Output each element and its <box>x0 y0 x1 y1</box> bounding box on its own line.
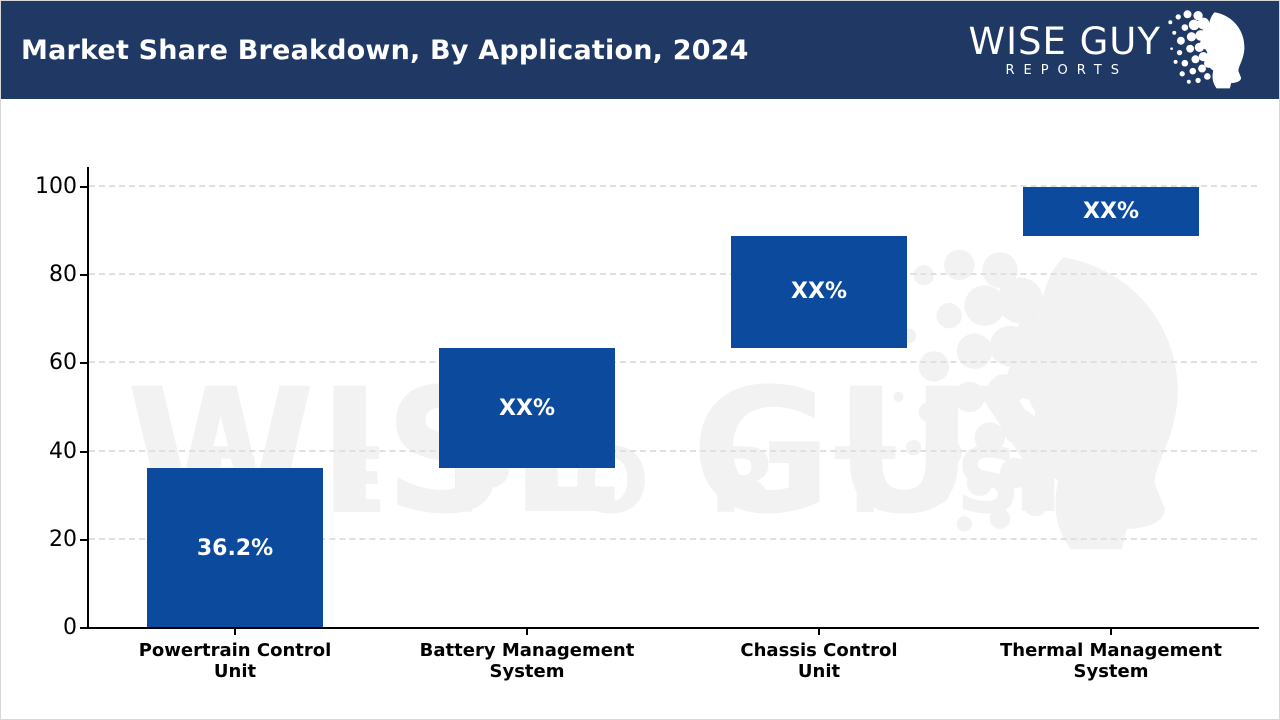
y-axis-line <box>87 167 89 627</box>
xtick-label-chassis-control-unit: Chassis Control Unit <box>740 640 898 682</box>
xtick-mark-battery-management-system <box>526 629 528 635</box>
header-bar: Market Share Breakdown, By Application, … <box>1 1 1279 99</box>
gridline-y20 <box>89 537 1257 540</box>
xtick-label-battery-management-system: Battery Management System <box>419 640 635 682</box>
bar-battery-management-system: XX% <box>439 347 615 469</box>
ytick-label-100: 100 <box>35 174 77 199</box>
ytick-label-40: 40 <box>49 438 77 464</box>
ytick-mark-80 <box>80 274 89 277</box>
ytick-label-20: 20 <box>49 526 77 552</box>
xtick-mark-thermal-management-system <box>1110 629 1112 635</box>
chart-area: WISE GUY REPORTS 36.2% XX% XX% XX% 0 20 40 60 8… <box>1 99 1279 719</box>
ytick-label-60: 60 <box>49 350 77 376</box>
gridline-y60 <box>89 361 1257 364</box>
ytick-label-80: 80 <box>49 262 77 288</box>
plot-area: 36.2% XX% XX% XX% <box>89 185 1257 628</box>
xtick-label-powertrain-control-unit: Powertrain Control Unit <box>138 640 332 682</box>
bar-value-label: XX% <box>791 279 847 305</box>
gridline-y80 <box>89 273 1257 276</box>
gridline-y100 <box>89 185 1257 187</box>
bar-chassis-control-unit: XX% <box>731 235 907 348</box>
bar-powertrain-control-unit: 36.2% <box>147 468 323 628</box>
bar-value-label: 36.2% <box>196 535 274 561</box>
ytick-mark-60 <box>80 362 89 365</box>
xtick-label-thermal-management-system: Thermal Management System <box>999 640 1222 682</box>
logo-subtitle: REPORTS <box>1005 63 1129 78</box>
bar-value-label: XX% <box>1083 198 1139 224</box>
x-axis-line <box>87 627 1259 629</box>
ytick-mark-0 <box>80 627 89 629</box>
ytick-mark-100 <box>80 186 89 188</box>
logo-wordmark: WISE GUY <box>968 20 1161 63</box>
gridline-y40 <box>89 449 1257 452</box>
bar-thermal-management-system: XX% <box>1023 187 1199 236</box>
page-title: Market Share Breakdown, By Application, … <box>21 34 749 66</box>
wiseguy-face-icon <box>1165 8 1251 92</box>
ytick-mark-20 <box>80 538 89 541</box>
ytick-mark-40 <box>80 450 89 453</box>
xtick-mark-powertrain-control-unit <box>234 629 236 635</box>
bar-value-label: XX% <box>499 395 555 421</box>
wiseguy-logo: WISE GUY REPORTS <box>969 8 1251 92</box>
ytick-label-0: 0 <box>63 615 77 640</box>
wiseguy-logo-text: WISE GUY REPORTS <box>969 23 1161 77</box>
xtick-mark-chassis-control-unit <box>818 629 820 635</box>
